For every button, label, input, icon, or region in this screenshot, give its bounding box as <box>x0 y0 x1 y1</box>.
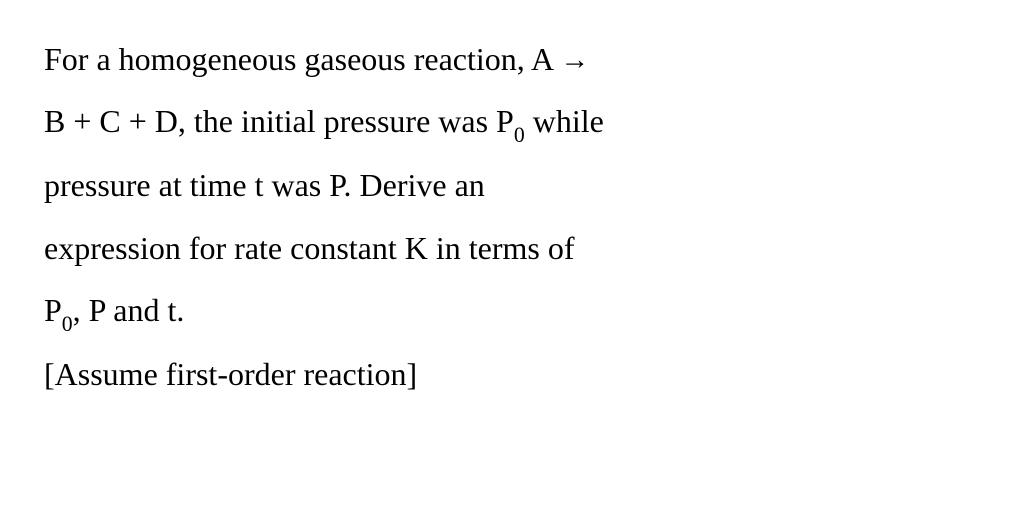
line-2: B + C + D, the initial pressure was P0 w… <box>44 90 980 154</box>
subscript-zero: 0 <box>514 123 525 147</box>
line-4: expression for rate constant K in terms … <box>44 217 980 279</box>
subscript-zero: 0 <box>62 312 73 336</box>
line-6: [Assume first-order reaction] <box>44 343 980 405</box>
text-segment: expression for rate constant K in terms … <box>44 230 575 266</box>
text-segment: B + C + D, the initial pressure was P <box>44 103 514 139</box>
text-segment: P <box>44 292 62 328</box>
text-segment: [Assume first-order reaction] <box>44 356 417 392</box>
line-3: pressure at time t was P. Derive an <box>44 154 980 216</box>
problem-statement: For a homogeneous gaseous reaction, A → … <box>44 28 980 405</box>
text-segment: pressure at time t was P. Derive an <box>44 167 485 203</box>
text-segment: For a homogeneous gaseous reaction, A <box>44 41 560 77</box>
text-segment: while <box>525 103 604 139</box>
line-5: P0, P and t. <box>44 279 980 343</box>
line-1: For a homogeneous gaseous reaction, A → <box>44 28 980 90</box>
text-segment: , P and t. <box>73 292 185 328</box>
arrow-icon: → <box>560 32 589 88</box>
